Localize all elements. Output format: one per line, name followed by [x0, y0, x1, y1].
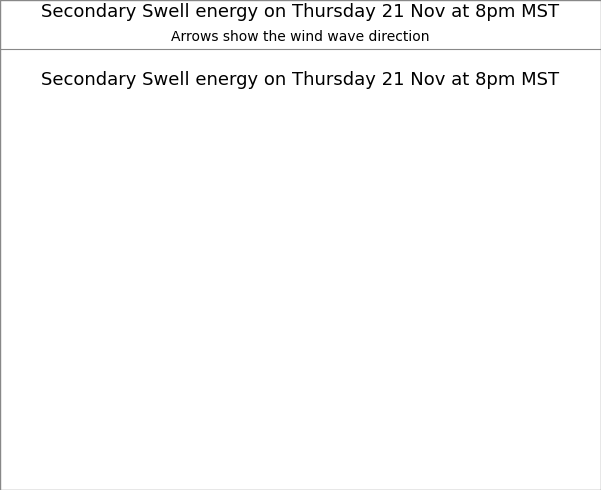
Text: Secondary Swell energy on Thursday 21 Nov at 8pm MST: Secondary Swell energy on Thursday 21 No… [41, 3, 560, 21]
Text: Secondary Swell energy on Thursday 21 Nov at 8pm MST: Secondary Swell energy on Thursday 21 No… [41, 71, 560, 89]
Text: Arrows show the wind wave direction: Arrows show the wind wave direction [171, 30, 430, 44]
